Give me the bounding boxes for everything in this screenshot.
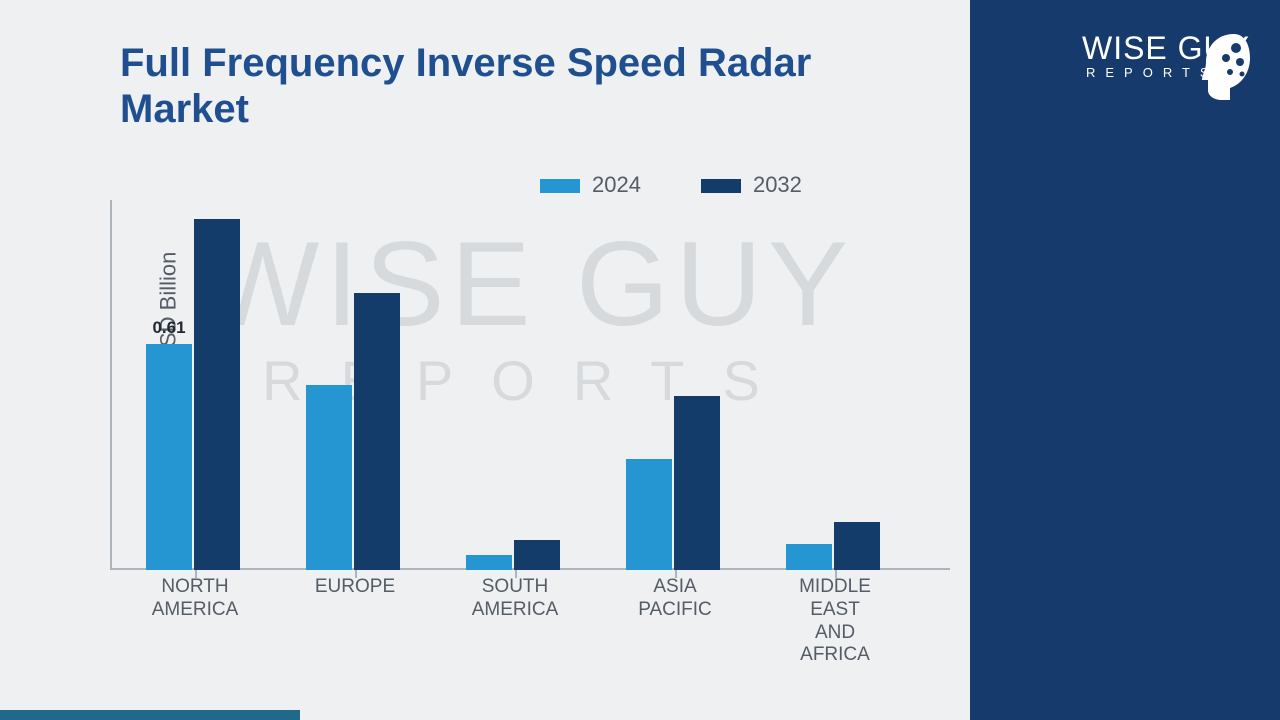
legend-swatch-2032 xyxy=(701,179,741,193)
category-label: NORTHAMERICA xyxy=(120,576,270,622)
infographic-canvas: WISE GUY REPORTS Full Frequency Inverse … xyxy=(0,0,1280,720)
bar xyxy=(306,385,352,570)
legend-swatch-2024 xyxy=(540,179,580,193)
bar xyxy=(466,555,512,570)
legend-item-2024: 2024 xyxy=(540,172,641,198)
bar xyxy=(354,293,400,571)
bar-group: EUROPE xyxy=(300,200,410,570)
bar xyxy=(514,540,560,570)
legend-item-2032: 2032 xyxy=(701,172,802,198)
bar xyxy=(146,344,192,570)
bar xyxy=(674,396,720,570)
bar-group: NORTHAMERICA xyxy=(140,200,250,570)
bottom-accent-bar xyxy=(0,710,300,720)
legend: 2024 2032 xyxy=(540,172,802,198)
category-label: SOUTHAMERICA xyxy=(440,576,590,622)
category-label: ASIAPACIFIC xyxy=(600,576,750,622)
chart-title: Full Frequency Inverse Speed Radar Marke… xyxy=(120,40,880,132)
bar-group: SOUTHAMERICA xyxy=(460,200,570,570)
legend-label: 2024 xyxy=(592,172,641,197)
brand-logo: WISE GUY REPORTS xyxy=(1082,30,1250,80)
category-label: EUROPE xyxy=(280,576,430,599)
category-label: MIDDLEEASTANDAFRICA xyxy=(760,576,910,667)
bar-group: ASIAPACIFIC xyxy=(620,200,730,570)
bar xyxy=(626,459,672,570)
bar-value-label: 0.61 xyxy=(129,318,209,338)
y-axis-line xyxy=(110,200,112,570)
brand-head-icon xyxy=(1196,30,1256,102)
bar xyxy=(834,522,880,570)
brand-panel xyxy=(970,0,1280,720)
legend-label: 2032 xyxy=(753,172,802,197)
bar-group: MIDDLEEASTANDAFRICA xyxy=(780,200,890,570)
bar xyxy=(786,544,832,570)
bar-chart: NORTHAMERICA EUROPE SOUTHAMERICA ASIAPACIFI… xyxy=(110,200,950,570)
bar xyxy=(194,219,240,571)
